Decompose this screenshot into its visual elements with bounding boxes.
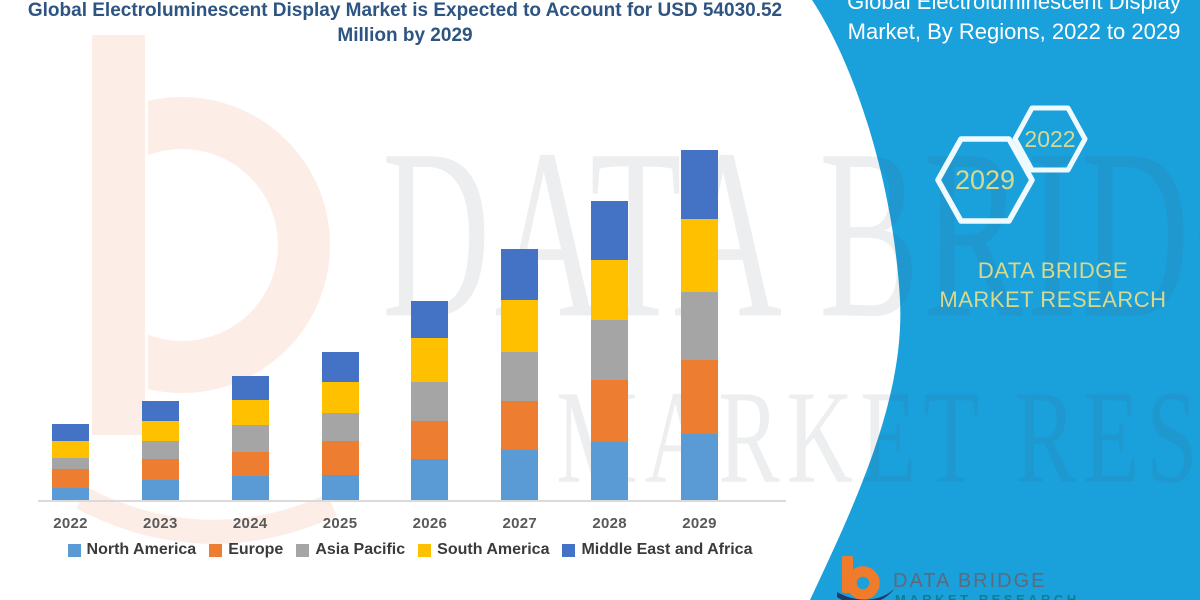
chart-legend: North America Europe Asia Pacific South Ame…	[35, 541, 785, 559]
legend-item-middle-east-and-africa: Middle East and Africa	[562, 541, 752, 559]
bar-segment-2024-middle-east-and-africa	[231, 376, 269, 401]
bar-segment-2028-north-america	[591, 442, 629, 501]
x-axis-label-2023: 2023	[143, 515, 178, 532]
legend-marker-icon	[296, 543, 310, 557]
bar-segment-2023-south-america	[141, 421, 179, 441]
bar-segment-2027-europe	[501, 401, 539, 450]
legend-item-north-america: North America	[67, 541, 197, 559]
stacked-bar-2026	[411, 301, 449, 501]
bar-segment-2025-asia-pacific	[321, 412, 359, 441]
bar-segment-2024-europe	[231, 451, 269, 476]
x-axis-label-2029: 2029	[682, 515, 717, 532]
bar-segment-2024-asia-pacific	[231, 425, 269, 452]
hexagon-2029-label: 2029	[955, 165, 1015, 195]
bar-segment-2025-south-america	[321, 381, 359, 413]
legend-item-asia-pacific: Asia Pacific	[296, 541, 405, 559]
bar-segment-2027-middle-east-and-africa	[501, 249, 539, 301]
bar-segment-2025-north-america	[321, 475, 359, 501]
bar-segment-2023-middle-east-and-africa	[141, 401, 179, 422]
bar-segment-2022-north-america	[52, 488, 89, 501]
panel-brand-text: DATA BRIDGE MARKET RESEARCH	[939, 258, 1167, 312]
bar-segment-2027-south-america	[501, 300, 539, 352]
footer-logo-sub: MARKET RESEARCH	[895, 592, 1080, 600]
stacked-bar-2024	[231, 376, 269, 501]
stacked-bar-2027	[501, 249, 539, 501]
bar-segment-2026-europe	[411, 421, 449, 460]
bar-segment-2022-asia-pacific	[52, 457, 89, 469]
bar-segment-2024-south-america	[231, 400, 269, 426]
bar-segment-2023-asia-pacific	[141, 440, 179, 459]
bar-segment-2022-europe	[52, 469, 89, 488]
bar-segment-2028-south-america	[591, 260, 629, 321]
bar-segment-2023-north-america	[141, 480, 179, 501]
bar-segment-2026-middle-east-and-africa	[411, 301, 449, 339]
bar-segment-2029-middle-east-and-africa	[680, 149, 718, 220]
legend-label: Europe	[228, 541, 284, 558]
x-axis-label-2022: 2022	[53, 515, 88, 532]
bar-segment-2026-asia-pacific	[411, 381, 449, 422]
bar-segment-2028-middle-east-and-africa	[591, 201, 629, 261]
footer-logo-name: DATA BRIDGE	[893, 570, 1047, 592]
chart-title: Global Electroluminescent Display Market…	[27, 0, 783, 46]
bar-segment-2029-europe	[680, 360, 718, 434]
bar-segment-2026-north-america	[411, 459, 449, 501]
bar-segment-2025-europe	[321, 441, 359, 475]
panel-title: Global Electroluminescent Display Market…	[847, 0, 1181, 44]
legend-marker-icon	[209, 543, 223, 557]
bar-segment-2029-asia-pacific	[680, 292, 718, 361]
legend-item-south-america: South America	[418, 541, 549, 559]
legend-label: South America	[437, 541, 550, 558]
x-axis-line	[38, 500, 786, 502]
bar-segment-2024-north-america	[231, 476, 269, 501]
legend-label: Middle East and Africa	[581, 541, 753, 558]
stacked-bar-2028	[591, 201, 629, 501]
stacked-bar-2025	[321, 351, 359, 501]
hexagon-2022	[1012, 105, 1088, 173]
legend-item-europe: Europe	[209, 541, 283, 559]
legend-label: North America	[86, 541, 197, 558]
legend-marker-icon	[562, 543, 576, 557]
hexagon-2022-label: 2022	[1024, 126, 1075, 152]
footer-logo-b-icon	[837, 556, 894, 600]
bar-segment-2029-north-america	[680, 433, 718, 501]
bar-segment-2027-north-america	[501, 450, 539, 501]
x-axis-label-2028: 2028	[592, 515, 627, 532]
x-axis-label-2026: 2026	[412, 515, 448, 532]
stacked-bar-2023	[141, 401, 179, 501]
bar-segment-2027-asia-pacific	[501, 351, 539, 401]
x-axis-label-2024: 2024	[232, 515, 268, 532]
bar-segment-2026-south-america	[411, 338, 449, 382]
stacked-bar-2022	[52, 424, 89, 501]
bar-segment-2029-south-america	[680, 219, 718, 293]
bar-segment-2023-europe	[141, 459, 179, 480]
bar-segment-2028-asia-pacific	[591, 320, 629, 380]
stacked-bar-2029	[680, 149, 718, 501]
bar-segment-2022-middle-east-and-africa	[52, 424, 89, 442]
legend-marker-icon	[418, 543, 432, 557]
bar-segment-2028-europe	[591, 379, 629, 442]
legend-label: Asia Pacific	[315, 541, 406, 558]
x-axis-label-2027: 2027	[502, 515, 538, 532]
x-axis-label-2025: 2025	[322, 515, 358, 532]
bar-segment-2022-south-america	[52, 441, 89, 458]
legend-marker-icon	[67, 543, 81, 557]
bar-segment-2025-middle-east-and-africa	[321, 351, 359, 382]
hexagon-2029	[935, 136, 1035, 224]
